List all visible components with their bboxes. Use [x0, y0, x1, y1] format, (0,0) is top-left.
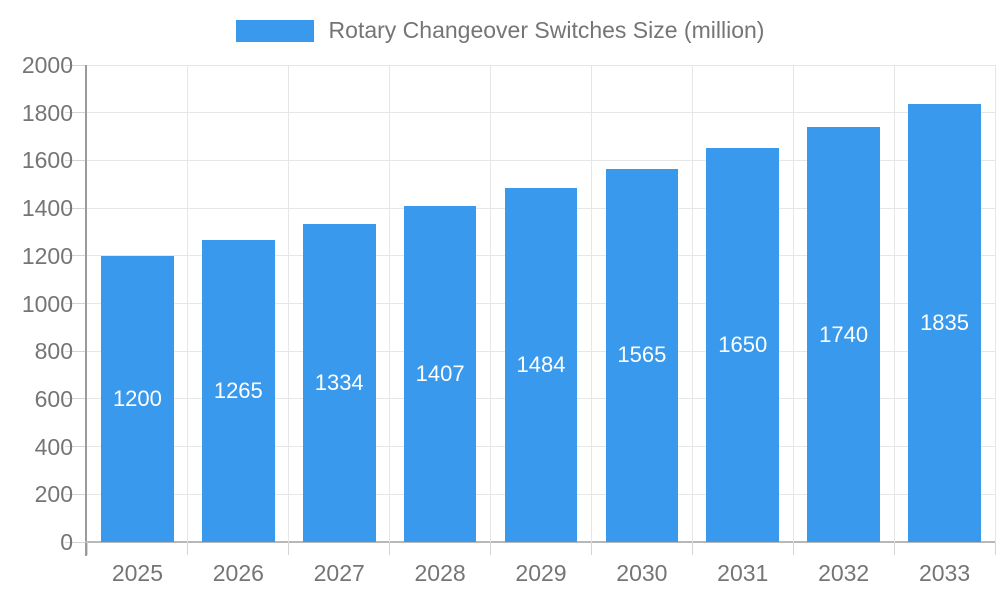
x-axis-label: 2026: [212, 560, 264, 586]
x-tick-mark: [490, 542, 492, 555]
y-axis-label: 1000: [21, 290, 73, 317]
y-axis-label: 1600: [21, 147, 73, 174]
x-axis-line: [85, 541, 995, 543]
y-gridline: [87, 64, 995, 66]
bar[interactable]: [202, 240, 275, 542]
y-tick-mark: [65, 255, 85, 257]
bar[interactable]: [605, 168, 679, 542]
x-tick-mark: [792, 542, 794, 555]
x-axis-label: 2027: [313, 560, 365, 586]
y-axis-label: 400: [34, 433, 73, 460]
bar[interactable]: [101, 255, 174, 542]
x-tick-mark: [288, 542, 290, 555]
bar-value-label: 1835: [920, 310, 970, 336]
y-axis-label: 0: [60, 529, 73, 555]
x-gridline: [590, 65, 592, 542]
y-tick-mark: [65, 493, 85, 495]
y-tick-mark: [65, 446, 85, 448]
x-gridline: [994, 65, 996, 542]
y-tick-mark: [65, 541, 85, 543]
x-axis-label: 2030: [616, 560, 668, 586]
bar[interactable]: [302, 223, 376, 542]
x-tick-mark: [389, 542, 391, 555]
y-gridline: [87, 159, 995, 161]
x-tick-mark: [994, 542, 996, 555]
y-tick-mark: [65, 303, 85, 304]
y-axis-label: 600: [34, 385, 73, 412]
x-axis-label: 2029: [515, 560, 567, 586]
bar-value-label: 1740: [819, 321, 869, 347]
y-tick-mark: [65, 207, 85, 209]
x-gridline: [288, 65, 290, 542]
legend[interactable]: Rotary Changeover Switches Size (million…: [0, 17, 1000, 44]
bar-value-label: 1565: [617, 342, 667, 368]
x-axis-label: 2025: [111, 560, 164, 586]
y-tick-mark: [65, 64, 85, 66]
x-gridline: [893, 65, 895, 542]
legend-swatch: [235, 19, 314, 42]
y-axis-label: 1200: [21, 242, 73, 269]
legend-label: Rotary Changeover Switches Size (million…: [328, 17, 765, 43]
x-tick-mark: [187, 542, 189, 555]
bar-value-label: 1200: [112, 385, 162, 411]
x-axis-label: 2031: [717, 560, 769, 586]
y-axis-line: [85, 65, 87, 556]
bar-value-label: 1265: [213, 378, 263, 404]
x-tick-mark: [691, 542, 693, 555]
x-axis-label: 2028: [414, 560, 466, 586]
y-tick-mark: [65, 350, 85, 352]
bar-value-label: 1407: [415, 361, 465, 387]
y-tick-mark: [65, 159, 85, 161]
y-axis-label: 1400: [21, 195, 73, 222]
x-axis-label: 2033: [918, 560, 971, 586]
x-gridline: [792, 65, 794, 542]
y-axis-label: 800: [34, 338, 73, 365]
x-gridline: [691, 65, 693, 542]
bar-value-label: 1650: [718, 332, 768, 358]
bar[interactable]: [403, 206, 477, 542]
bar-value-label: 1334: [314, 369, 364, 395]
x-gridline: [389, 65, 391, 542]
plot-area: 0 200 400 600 800 1000 1200 1400 1600 1800 2000 120…: [22, 53, 996, 586]
y-axis-label: 1800: [21, 99, 73, 126]
bar-value-label: 1484: [516, 352, 566, 378]
bar[interactable]: [706, 148, 780, 542]
x-tick-mark: [590, 542, 592, 555]
x-gridline: [490, 65, 492, 542]
y-axis-label: 2000: [21, 52, 73, 78]
x-axis-label: 2032: [818, 560, 870, 586]
bar[interactable]: [908, 104, 981, 542]
y-tick-mark: [65, 112, 85, 114]
y-axis-label: 200: [34, 481, 73, 508]
bar[interactable]: [807, 127, 880, 542]
y-gridline: [87, 112, 995, 114]
y-tick-mark: [65, 398, 85, 400]
x-tick-mark: [86, 542, 88, 555]
x-gridline: [187, 65, 189, 542]
bar[interactable]: [504, 188, 578, 542]
x-tick-mark: [893, 542, 895, 555]
